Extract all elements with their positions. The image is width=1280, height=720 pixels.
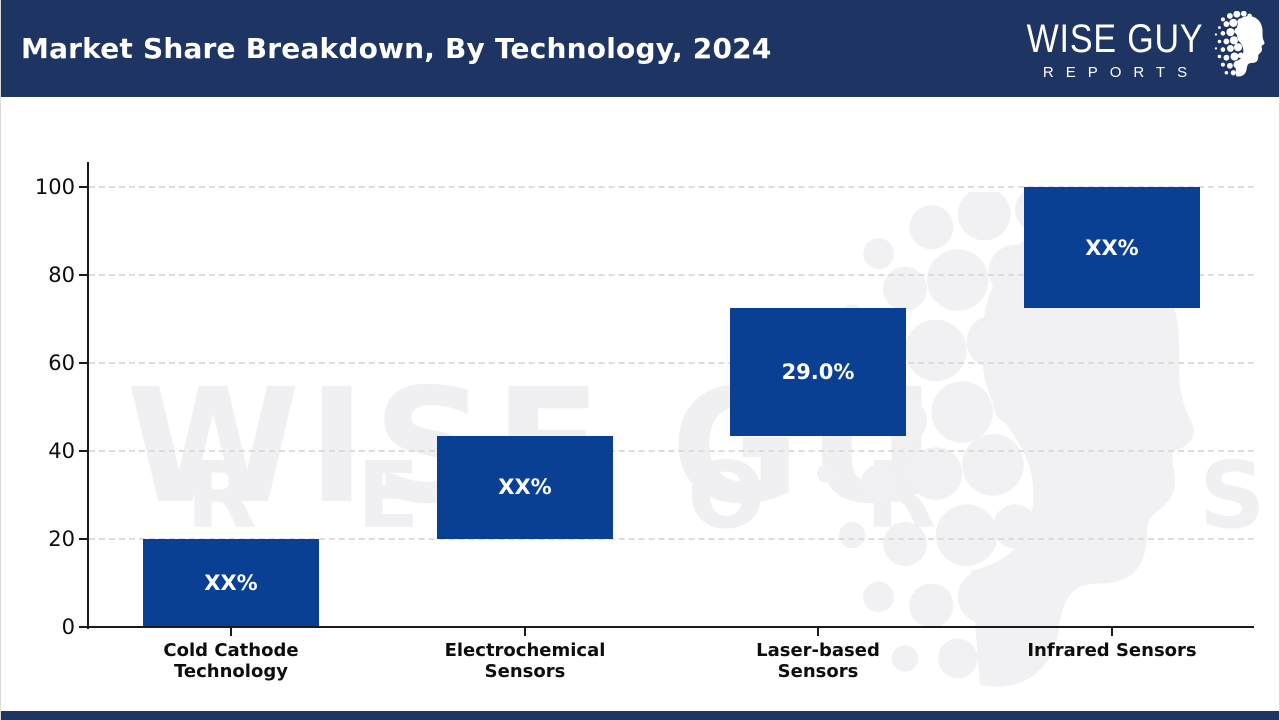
waterfall-chart: WISE GU R E P O R T S 0 20 40 60 80 100 XX% XX%… (1, 97, 1279, 711)
y-tick (79, 362, 89, 364)
bar-value-label: 29.0% (781, 359, 855, 384)
y-tick (79, 186, 89, 188)
y-tick-label: 100 (34, 175, 75, 199)
bar: XX% (437, 435, 613, 539)
grid-line (89, 538, 1254, 540)
y-tick-label: 60 (48, 351, 75, 375)
y-tick (79, 274, 89, 276)
bar-value-label: XX% (1085, 235, 1139, 260)
page-title: Market Share Breakdown, By Technology, 2… (21, 32, 772, 65)
brand-subtitle: REPORTS (1042, 63, 1200, 81)
x-category-label: Infrared Sensors (1027, 640, 1197, 661)
x-tick (817, 628, 819, 636)
bar-value-label: XX% (204, 571, 258, 595)
brand-logo-text: WISE GUY REPORTS (1011, 17, 1219, 81)
y-tick-label: 40 (48, 439, 75, 463)
grid-line (89, 186, 1254, 188)
y-tick (79, 450, 89, 452)
y-tick (79, 626, 89, 628)
bar: XX% (1024, 187, 1200, 308)
footer-bar (1, 711, 1279, 720)
header-bar: Market Share Breakdown, By Technology, 2… (1, 0, 1279, 97)
grid-line (89, 274, 1254, 276)
x-tick (1111, 628, 1113, 636)
bar: XX% (143, 539, 319, 627)
brand-logo: WISE GUY REPORTS (1011, 10, 1267, 87)
y-tick-label: 0 (61, 615, 75, 639)
x-axis-line (87, 626, 1254, 628)
y-tick-label: 20 (48, 527, 75, 551)
x-category-label: Electrochemical Sensors (444, 640, 606, 682)
bar: 29.0% (730, 308, 906, 436)
x-category-label: Cold Cathode Technology (163, 640, 299, 682)
y-axis-line (87, 162, 89, 629)
brand-name: WISE GUY (1026, 16, 1204, 61)
y-tick (79, 538, 89, 540)
bar-value-label: XX% (498, 475, 552, 500)
grid-line (89, 362, 1254, 364)
grid-line (89, 450, 1254, 452)
y-tick-label: 80 (48, 263, 75, 287)
x-tick (230, 628, 232, 636)
x-tick (524, 628, 526, 636)
dotted-head-icon (1214, 10, 1265, 77)
x-category-label: Laser-based Sensors (756, 640, 880, 682)
